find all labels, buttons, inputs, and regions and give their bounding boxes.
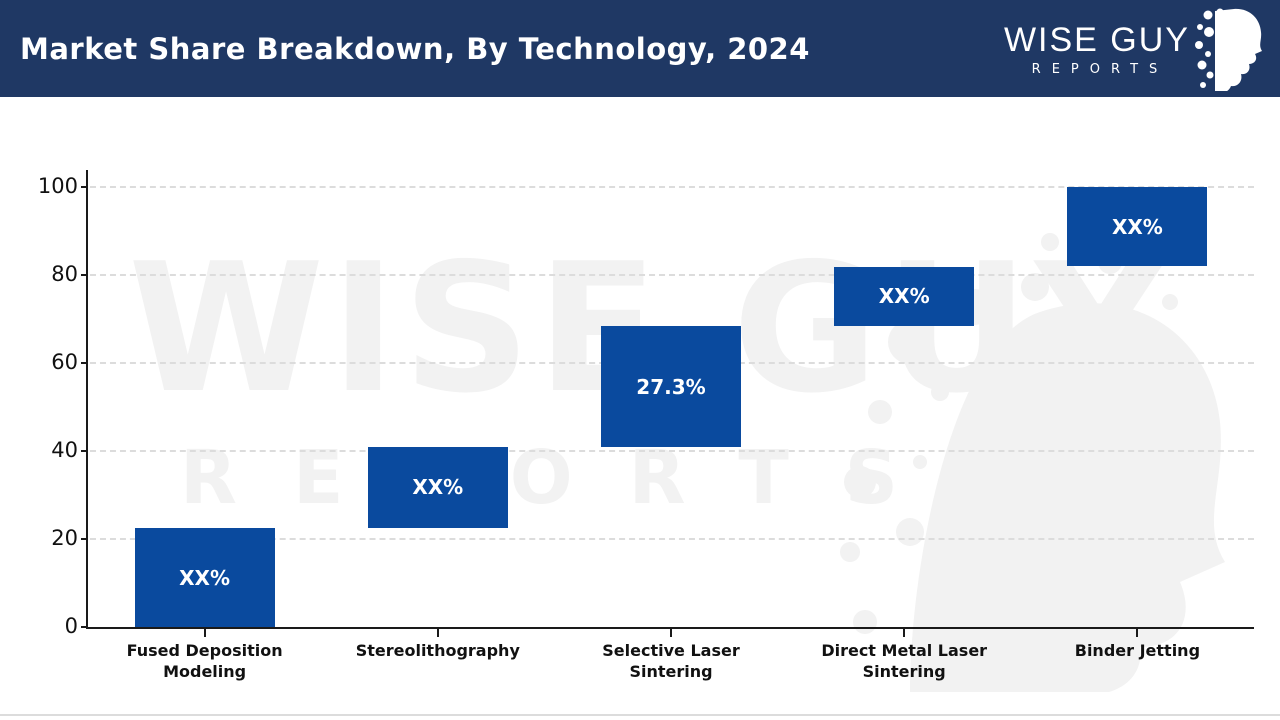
x-category-label: Direct Metal Laser Sintering — [821, 641, 988, 681]
x-category-label: Stereolithography — [355, 641, 520, 660]
bar-2: XX% — [367, 446, 508, 528]
bar-value-label: XX% — [179, 565, 231, 590]
gridline-40 — [90, 450, 1254, 452]
bar-value-label: XX% — [412, 475, 464, 500]
y-tick-label: 0 — [64, 614, 78, 638]
y-tick-mark — [81, 538, 88, 540]
x-axis-line — [86, 627, 1254, 629]
bar-value-label: XX% — [878, 284, 930, 309]
gridline-100 — [90, 186, 1254, 188]
y-tick-label: 20 — [51, 526, 78, 550]
y-tick-label: 40 — [51, 438, 78, 462]
bar-value-label: 27.3% — [636, 374, 706, 399]
y-tick-mark — [81, 362, 88, 364]
bar-1: XX% — [134, 528, 275, 627]
y-tick-mark — [81, 626, 88, 628]
bar-3: 27.3% — [601, 326, 741, 447]
x-tick-mark — [670, 629, 672, 637]
bar-value-label: XX% — [1111, 214, 1163, 239]
logo-brand-name: WISE GUY — [1003, 21, 1190, 59]
gridline-20 — [90, 538, 1254, 540]
x-category-label: Binder Jetting — [1074, 641, 1201, 660]
logo-brand-sub: REPORTS — [1031, 62, 1169, 77]
gridline-80 — [90, 274, 1254, 276]
plot-area: 0 20 40 60 80 100 XX% XX% 27.3% XX% XX% Fused Depos… — [0, 97, 1280, 720]
bottom-border — [0, 714, 1280, 716]
y-axis-line — [86, 170, 88, 629]
y-tick-label: 100 — [37, 174, 78, 198]
y-tick-mark — [81, 450, 88, 452]
y-tick-label: 60 — [51, 350, 78, 374]
x-category-label: Selective Laser Sintering — [602, 641, 740, 681]
x-category-label: Fused Deposition Modeling — [126, 641, 283, 681]
y-tick-mark — [81, 186, 88, 188]
wise-guy-logo: WISE GUY REPORTS — [1004, 6, 1266, 92]
y-tick-label: 80 — [51, 262, 78, 286]
chart-region: WISE GUY REPORTS 0 20 40 60 80 100 XX% XX% 27.3%… — [0, 97, 1280, 720]
x-tick-mark — [203, 629, 206, 637]
chart-title: Market Share Breakdown, By Technology, 2… — [20, 31, 810, 66]
x-tick-mark — [1136, 629, 1139, 637]
x-tick-mark — [903, 629, 906, 637]
header-bar: Market Share Breakdown, By Technology, 2… — [0, 0, 1280, 97]
bar-5: XX% — [1067, 187, 1208, 267]
y-tick-mark — [81, 274, 88, 276]
bar-4: XX% — [834, 267, 975, 326]
x-tick-mark — [436, 629, 439, 637]
face-profile-icon — [1195, 8, 1262, 91]
logo-wordmark: WISE GUY REPORTS — [1004, 21, 1190, 77]
